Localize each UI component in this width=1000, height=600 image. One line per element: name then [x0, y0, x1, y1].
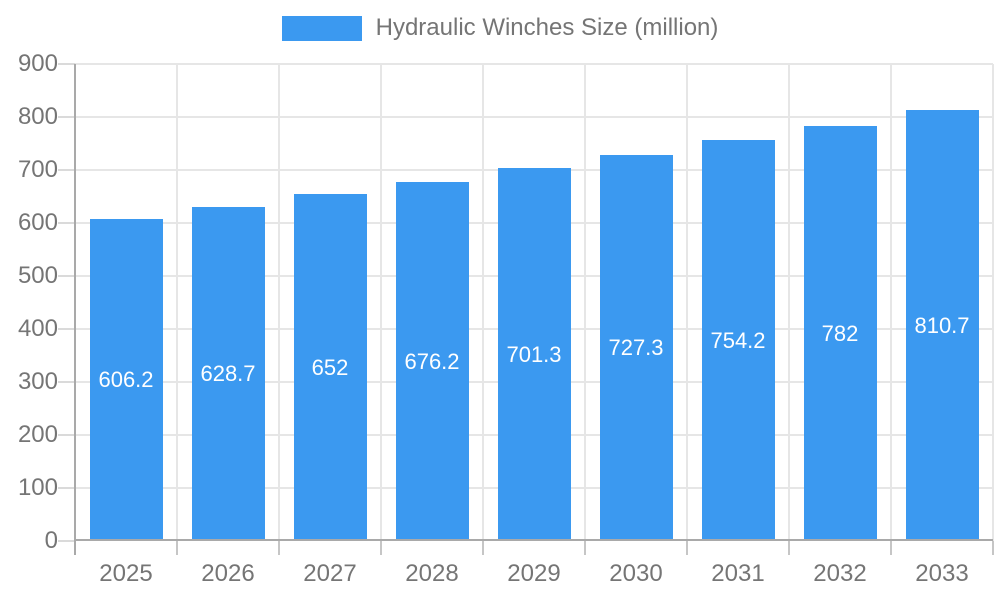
bar-value-label: 782: [821, 320, 859, 346]
bar-value-label: 628.7: [200, 361, 256, 387]
y-axis-label: 700: [17, 156, 58, 183]
x-tick: [74, 541, 76, 555]
y-axis-label: 300: [17, 368, 58, 395]
x-tick: [788, 541, 790, 555]
legend: Hydraulic Winches Size (million): [0, 12, 1000, 44]
x-axis-label: 2027: [303, 560, 357, 587]
bar: [89, 218, 163, 540]
bar: [905, 110, 979, 540]
x-gridline: [584, 64, 586, 541]
y-axis-label: 500: [17, 262, 58, 289]
y-tick: [58, 169, 75, 171]
bar: [191, 206, 265, 540]
bar: [293, 194, 367, 540]
x-tick: [482, 541, 484, 555]
x-gridline: [686, 64, 688, 541]
y-gridline: [75, 116, 993, 118]
x-gridline: [380, 64, 382, 541]
y-axis-line: [74, 64, 76, 555]
bar-value-label: 606.2: [98, 367, 154, 393]
y-tick: [58, 381, 75, 383]
y-tick: [58, 275, 75, 277]
x-axis-label: 2030: [609, 560, 663, 587]
y-axis-label: 800: [17, 103, 58, 130]
bar: [701, 140, 775, 540]
bar-value-label: 676.2: [404, 348, 460, 374]
y-tick: [58, 540, 75, 542]
x-axis-label: 2025: [99, 560, 153, 587]
y-axis-label: 200: [17, 421, 58, 448]
y-axis-label: 0: [44, 527, 58, 554]
bar-value-label: 701.3: [506, 342, 562, 368]
y-gridline: [75, 63, 993, 65]
x-axis-label: 2026: [201, 560, 255, 587]
legend-swatch: [281, 15, 362, 41]
plot-area: 606.2 628.7 652 676.2 701.3 727.3 754.2 782 810.…: [58, 63, 994, 555]
x-tick: [380, 541, 382, 555]
bar: [395, 181, 469, 540]
x-gridline: [788, 64, 790, 541]
bar: [599, 154, 673, 540]
x-tick: [176, 541, 178, 555]
bar-value-label: 652: [311, 355, 349, 381]
x-axis-label: 2033: [915, 560, 969, 587]
x-gridline: [278, 64, 280, 541]
x-tick: [890, 541, 892, 555]
legend-label: Hydraulic Winches Size (million): [375, 14, 719, 41]
bar-value-label: 727.3: [608, 335, 664, 361]
y-tick: [58, 487, 75, 489]
x-gridline: [890, 64, 892, 541]
x-tick: [584, 541, 586, 555]
bar: [497, 168, 571, 540]
x-gridline: [176, 64, 178, 541]
y-axis-label: 100: [17, 474, 58, 501]
y-tick: [58, 328, 75, 330]
y-tick: [58, 434, 75, 436]
x-tick: [278, 541, 280, 555]
bar-value-label: 754.2: [710, 328, 766, 354]
bar-value-label: 810.7: [914, 313, 970, 339]
y-axis-label: 400: [17, 315, 58, 342]
y-axis-label: 600: [17, 209, 58, 236]
y-axis-label: 900: [17, 50, 58, 77]
y-tick: [58, 222, 75, 224]
x-gridline: [992, 64, 994, 541]
x-axis-label: 2029: [507, 560, 561, 587]
y-tick: [58, 116, 75, 118]
y-tick: [58, 63, 75, 65]
x-axis-label: 2031: [711, 560, 765, 587]
x-axis-label: 2032: [813, 560, 867, 587]
x-gridline: [482, 64, 484, 541]
x-tick: [992, 541, 994, 555]
x-axis-label: 2028: [405, 560, 459, 587]
bar: [803, 125, 877, 540]
x-tick: [686, 541, 688, 555]
